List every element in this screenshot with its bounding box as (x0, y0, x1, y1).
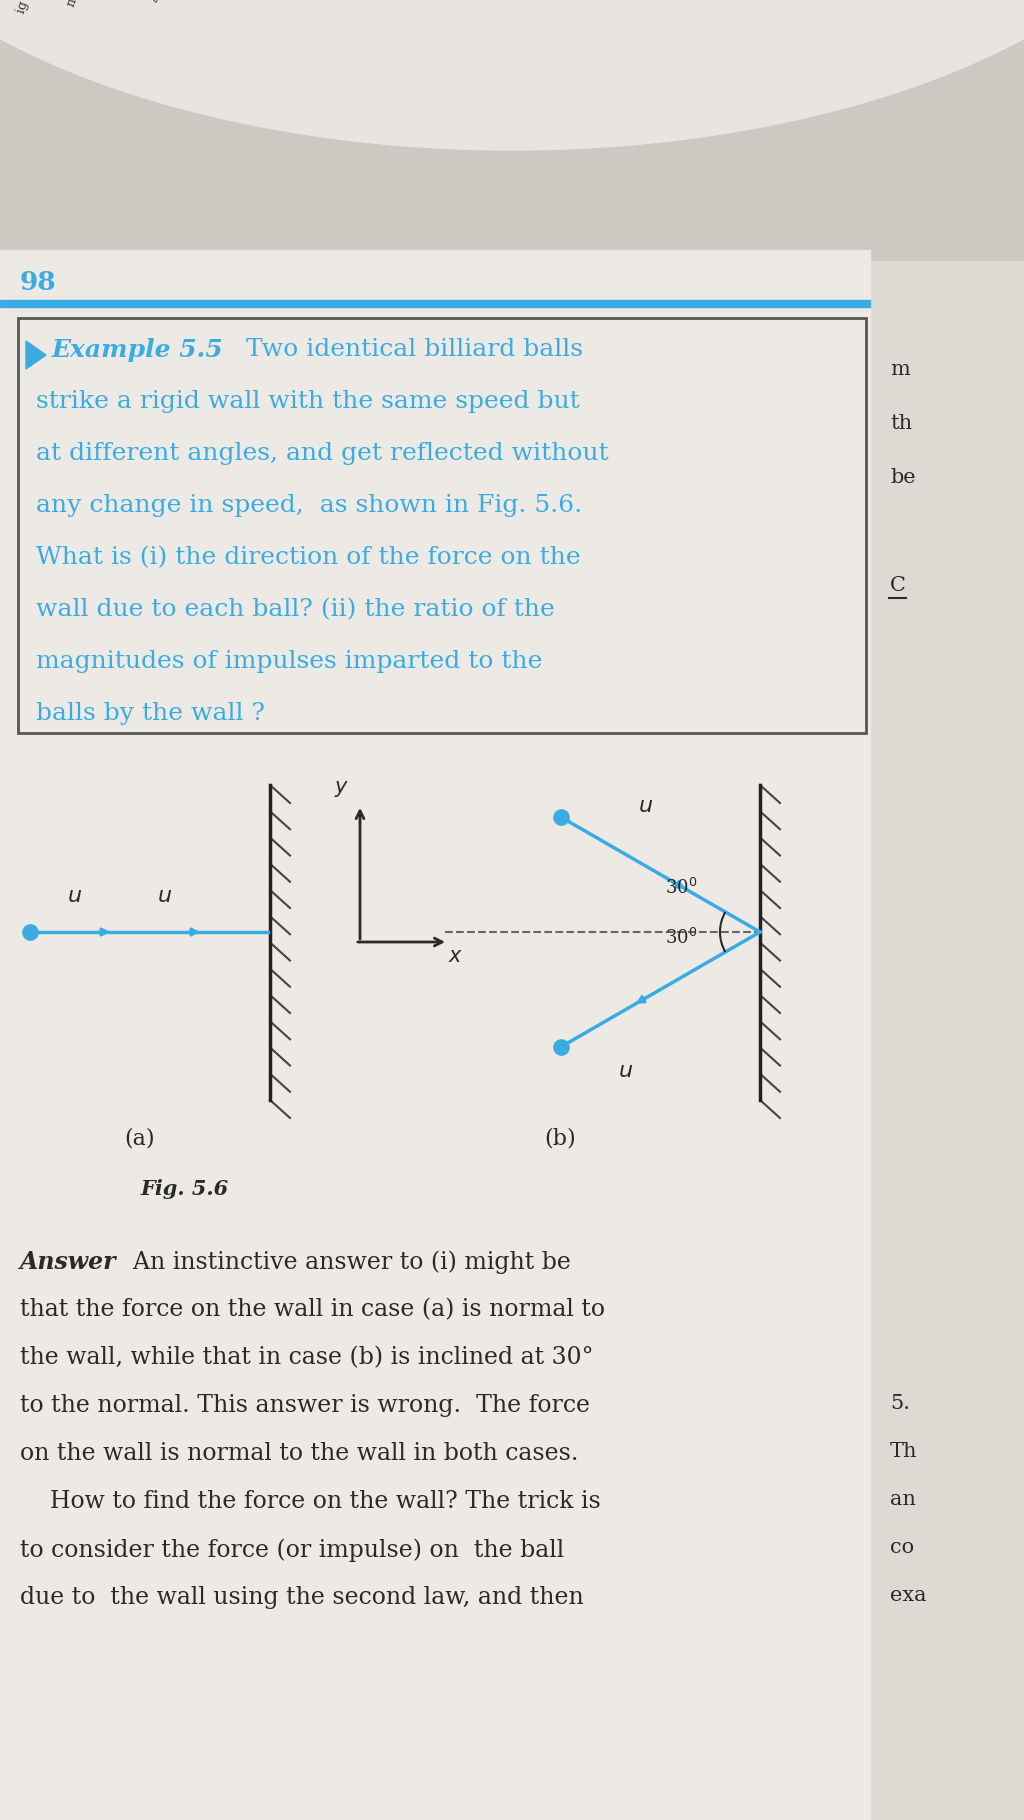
Text: $x$: $x$ (449, 946, 464, 966)
Text: Example 5.5: Example 5.5 (52, 339, 224, 362)
Text: any change in speed,  as shown in Fig. 5.6.: any change in speed, as shown in Fig. 5.… (36, 493, 582, 517)
Text: balls by the wall ?: balls by the wall ? (36, 703, 265, 724)
Text: exa: exa (890, 1585, 927, 1605)
Text: to consider the force (or impulse) on  the ball: to consider the force (or impulse) on th… (20, 1538, 564, 1562)
Text: co: co (890, 1538, 914, 1556)
Text: 30$^0$: 30$^0$ (665, 877, 697, 897)
Text: 30$^0$: 30$^0$ (665, 928, 697, 948)
Text: nts O and R,: nts O and R, (65, 0, 104, 7)
Text: $C_{y_1}$) + 0($y_1$ -: $C_{y_1}$) + 0($y_1$ - (490, 0, 555, 4)
Text: An instinctive answer to (i) might be: An instinctive answer to (i) might be (118, 1250, 570, 1274)
Text: What is (i) the direction of the force on the: What is (i) the direction of the force o… (36, 546, 581, 570)
Text: $PM = 2$  area (: $PM = 2$ area ( (270, 0, 338, 4)
Text: 98: 98 (20, 269, 56, 295)
Text: Answer: Answer (20, 1250, 117, 1274)
Text: the wall, while that in case (b) is inclined at 30°: the wall, while that in case (b) is incl… (20, 1347, 594, 1369)
Text: C: C (890, 575, 906, 595)
Bar (0, 249, 870, 1820)
Text: strike a rigid wall with the same speed but: strike a rigid wall with the same speed … (36, 389, 580, 413)
Ellipse shape (0, 0, 1024, 149)
Text: that the force on the wall in case (a) is normal to: that the force on the wall in case (a) i… (20, 1298, 605, 1321)
Text: Th: Th (890, 1441, 918, 1461)
Text: m: m (890, 360, 910, 379)
Text: $u$: $u$ (638, 795, 653, 817)
Text: $u$: $u$ (68, 885, 83, 906)
Bar (0, 300, 870, 308)
Text: on the wall is normal to the wall in both cases.: on the wall is normal to the wall in bot… (20, 1441, 579, 1465)
Text: be: be (890, 468, 915, 488)
Text: th: th (890, 413, 912, 433)
Text: $y$: $y$ (335, 779, 349, 799)
FancyBboxPatch shape (18, 318, 866, 733)
Text: Two identical billiard balls: Two identical billiard balls (230, 339, 583, 360)
Text: How to find the force on the wall? The trick is: How to find the force on the wall? The t… (20, 1491, 601, 1512)
Text: due to  the wall using the second law, and then: due to the wall using the second law, an… (20, 1585, 584, 1609)
Text: OR: OR (420, 0, 442, 2)
Polygon shape (26, 340, 46, 369)
Text: $\frac{C}{B}$) Thus,: $\frac{C}{B}$) Thus, (140, 0, 185, 5)
Text: Fig. 5.6: Fig. 5.6 (141, 1179, 229, 1199)
Text: an: an (890, 1491, 915, 1509)
Text: (b): (b) (544, 1128, 575, 1150)
Text: $u$: $u$ (158, 885, 173, 906)
Text: ig 9.14: ig 9.14 (15, 0, 41, 15)
Text: $u$: $u$ (618, 1059, 634, 1083)
Text: (a): (a) (125, 1128, 156, 1150)
Text: wall due to each ball? (ii) the ratio of the: wall due to each ball? (ii) the ratio of… (36, 599, 555, 621)
Text: magnitudes of impulses imparted to the: magnitudes of impulses imparted to the (36, 650, 543, 673)
Bar (0, 0, 1024, 260)
Text: at different angles, and get reflected without: at different angles, and get reflected w… (36, 442, 608, 464)
Text: to the normal. This answer is wrong.  The force: to the normal. This answer is wrong. The… (20, 1394, 590, 1418)
Text: 5.: 5. (890, 1394, 910, 1412)
